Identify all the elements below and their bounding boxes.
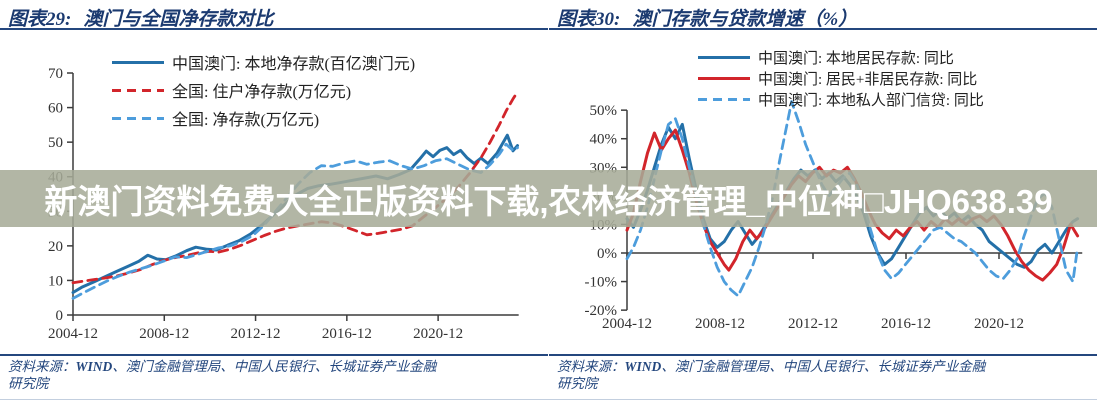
svg-text:2004-12: 2004-12 — [602, 316, 652, 332]
svg-text:10: 10 — [48, 273, 63, 289]
legend-item: 全国: 净存款(万亿元) — [112, 104, 415, 132]
dashed-lightblue-line-icon — [112, 116, 164, 120]
figure-29-label: 图表29: — [8, 9, 72, 30]
footer-rule — [0, 354, 548, 356]
solid-blue-line-icon — [112, 60, 164, 64]
svg-text:50%: 50% — [590, 103, 618, 119]
solid-blue-line-icon — [698, 56, 750, 59]
svg-text:20: 20 — [48, 239, 63, 255]
source-line2: 研究院 — [8, 376, 49, 391]
dashed-red-line-icon — [112, 88, 164, 92]
svg-text:0: 0 — [56, 308, 64, 324]
svg-text:40%: 40% — [590, 132, 618, 148]
figure-29-title: 澳门与全国净存款对比 — [83, 9, 274, 30]
legend-label: 中国澳门: 本地私人部门信贷: 同比 — [758, 93, 984, 109]
svg-text:2004-12: 2004-12 — [48, 326, 98, 342]
svg-text:70: 70 — [48, 66, 63, 82]
figure-30-source: 资料来源：WIND、澳门金融管理局、中国人民银行、长城证券产业金融研究院 — [557, 358, 1091, 392]
legend-item: 中国澳门: 本地私人部门信贷: 同比 — [698, 89, 984, 110]
svg-text:0%: 0% — [597, 246, 617, 262]
source-wind: WIND — [75, 359, 113, 374]
source-prefix: 资料来源： — [557, 359, 625, 374]
header-rule — [0, 28, 548, 30]
figure-29-header: 图表29: 澳门与全国净存款对比 — [8, 4, 273, 31]
legend-label: 中国澳门: 居民+非居民存款: 同比 — [758, 72, 978, 88]
source-line2: 研究院 — [557, 376, 598, 391]
legend-item: 中国澳门: 居民+非居民存款: 同比 — [698, 68, 984, 89]
legend-label: 中国澳门: 本地净存款(百亿澳门元) — [172, 56, 416, 73]
svg-text:2016-12: 2016-12 — [881, 316, 931, 332]
figure-30-header: 图表30: 澳门存款与贷款增速（%） — [557, 4, 857, 31]
svg-text:2020-12: 2020-12 — [413, 326, 463, 342]
figure-30-label: 图表30: — [557, 9, 621, 30]
header-rule — [549, 28, 1097, 30]
figure-29-source: 资料来源：WIND、澳门金融管理局、中国人民银行、长城证券产业金融研究院 — [8, 358, 542, 392]
source-rest: 、澳门金融管理局、中国人民银行、长城证券产业金融 — [112, 359, 437, 374]
legend-label: 全国: 住户净存款(万亿元) — [172, 84, 352, 101]
legend-item: 全国: 住户净存款(万亿元) — [112, 76, 415, 104]
figure-30-legend: 中国澳门: 本地居民存款: 同比 中国澳门: 居民+非居民存款: 同比 中国澳门… — [698, 47, 984, 110]
svg-text:2012-12: 2012-12 — [788, 316, 838, 332]
source-rest: 、澳门金融管理局、中国人民银行、长城证券产业金融 — [661, 359, 986, 374]
figure-29-legend: 中国澳门: 本地净存款(百亿澳门元) 全国: 住户净存款(万亿元) 全国: 净存… — [112, 48, 415, 132]
legend-label: 中国澳门: 本地居民存款: 同比 — [758, 51, 954, 67]
svg-text:2020-12: 2020-12 — [974, 316, 1024, 332]
figure-30-title: 澳门存款与贷款增速（%） — [632, 9, 858, 30]
footer-rule — [549, 354, 1097, 356]
legend-label: 全国: 净存款(万亿元) — [172, 112, 320, 129]
legend-item: 中国澳门: 本地居民存款: 同比 — [698, 47, 984, 68]
svg-text:-20%: -20% — [585, 303, 618, 319]
dashed-lightblue-line-icon — [698, 98, 750, 101]
svg-text:-10%: -10% — [585, 275, 618, 291]
watermark-text: 新澳门资料免费大全正版资料下载,农林经济管理_中位神□JHQ638.39 — [44, 182, 1053, 220]
svg-text:2008-12: 2008-12 — [695, 316, 745, 332]
svg-text:50: 50 — [48, 135, 63, 151]
svg-text:2008-12: 2008-12 — [139, 326, 189, 342]
legend-item: 中国澳门: 本地净存款(百亿澳门元) — [112, 48, 415, 76]
svg-text:2012-12: 2012-12 — [231, 326, 281, 342]
source-prefix: 资料来源： — [8, 359, 76, 374]
svg-text:2016-12: 2016-12 — [322, 326, 372, 342]
solid-red-line-icon — [698, 77, 750, 80]
svg-text:60: 60 — [48, 101, 63, 117]
watermark-band: 新澳门资料免费大全正版资料下载,农林经济管理_中位神□JHQ638.39 — [0, 170, 1097, 227]
source-wind: WIND — [624, 359, 662, 374]
figure-30-section: 图表30:澳门存款与贷款增速（%） -20%-10%0%10%20%30%40%… — [549, 0, 1097, 400]
